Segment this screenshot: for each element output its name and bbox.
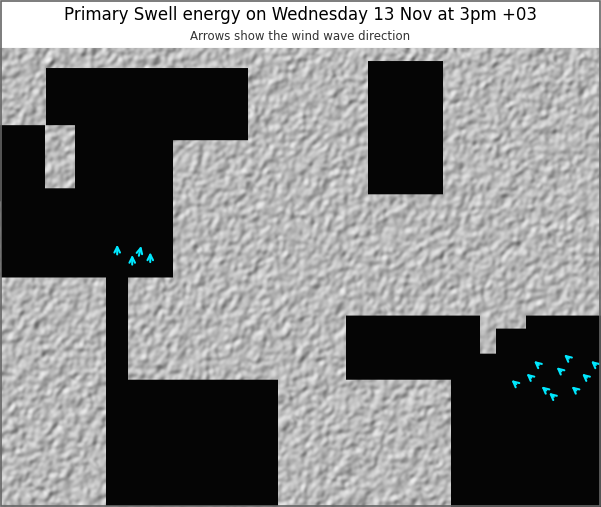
Text: Primary Swell energy on Wednesday 13 Nov at 3pm +03: Primary Swell energy on Wednesday 13 Nov… bbox=[64, 7, 537, 24]
Text: Arrows show the wind wave direction: Arrows show the wind wave direction bbox=[191, 29, 410, 43]
